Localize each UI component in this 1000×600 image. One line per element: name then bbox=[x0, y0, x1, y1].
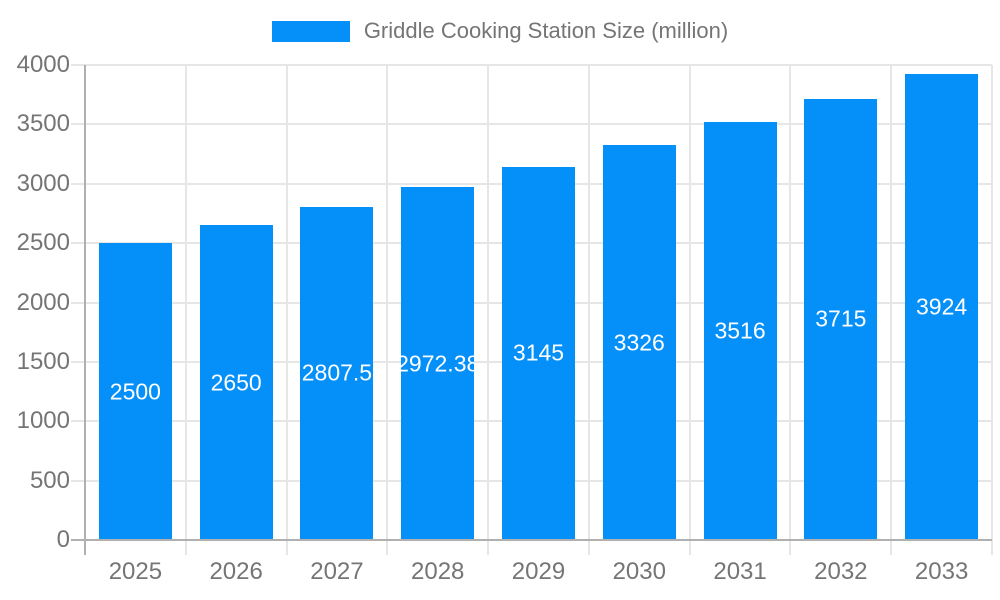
y-axis-label: 3000 bbox=[16, 169, 70, 197]
bar-2029[interactable]: 3145 bbox=[502, 166, 575, 540]
y-axis-label: 2000 bbox=[16, 288, 70, 316]
x-axis-label: 2029 bbox=[511, 558, 566, 585]
y-gridline bbox=[71, 64, 992, 66]
y-axis-label: 0 bbox=[56, 526, 70, 553]
y-axis-label: 3500 bbox=[16, 110, 70, 138]
x-gridline bbox=[890, 65, 893, 555]
y-axis-line bbox=[84, 65, 86, 555]
bar-2025[interactable]: 2500 bbox=[98, 243, 172, 540]
bar-2031[interactable]: 3516 bbox=[703, 122, 777, 540]
bar-value-label: 3924 bbox=[916, 293, 968, 320]
y-axis-label: 1000 bbox=[16, 407, 70, 435]
y-gridline bbox=[71, 123, 992, 126]
x-axis-label: 2030 bbox=[612, 558, 666, 585]
x-gridline bbox=[386, 65, 389, 555]
y-axis-label: 1500 bbox=[16, 347, 70, 375]
legend: Griddle Cooking Station Size (million) bbox=[0, 18, 1000, 44]
x-axis-label: 2033 bbox=[914, 558, 969, 585]
bar-2028[interactable]: 2972.38 bbox=[401, 187, 475, 540]
bar-2026[interactable]: 2650 bbox=[199, 225, 273, 540]
bar-value-label: 3145 bbox=[512, 339, 565, 366]
x-axis-label: 2032 bbox=[814, 558, 868, 585]
bar-value-label: 2650 bbox=[210, 369, 262, 396]
legend-swatch[interactable] bbox=[271, 20, 350, 42]
x-gridline bbox=[991, 65, 993, 555]
x-gridline bbox=[487, 65, 490, 555]
bar-2033[interactable]: 3924 bbox=[905, 74, 979, 540]
bar-value-label: 2500 bbox=[109, 378, 161, 405]
bar-2030[interactable]: 3326 bbox=[602, 145, 676, 540]
bar-value-label: 3715 bbox=[815, 305, 867, 332]
bar-value-label: 3326 bbox=[613, 329, 665, 355]
x-axis-label: 2025 bbox=[108, 558, 163, 585]
x-axis-label: 2026 bbox=[209, 558, 263, 585]
x-axis-label: 2028 bbox=[411, 558, 465, 585]
x-gridline bbox=[688, 65, 691, 555]
bar-2032[interactable]: 3715 bbox=[804, 98, 878, 540]
x-axis-label: 2027 bbox=[310, 558, 364, 585]
bar-value-label: 3516 bbox=[714, 317, 766, 344]
x-gridline bbox=[587, 65, 590, 555]
y-axis-label: 500 bbox=[29, 466, 70, 494]
y-axis-label: 2500 bbox=[16, 229, 70, 257]
x-gridline bbox=[184, 65, 187, 555]
y-axis-label: 4000 bbox=[16, 51, 70, 78]
x-gridline bbox=[789, 65, 792, 555]
x-axis-label: 2031 bbox=[713, 558, 767, 585]
bar-2027[interactable]: 2807.5 bbox=[300, 206, 374, 540]
bar-value-label: 2972.38 bbox=[401, 350, 475, 376]
x-axis-line bbox=[71, 539, 992, 541]
x-gridline bbox=[285, 65, 288, 555]
bar-value-label: 2807.5 bbox=[301, 359, 373, 386]
legend-label: Griddle Cooking Station Size (million) bbox=[363, 18, 729, 43]
